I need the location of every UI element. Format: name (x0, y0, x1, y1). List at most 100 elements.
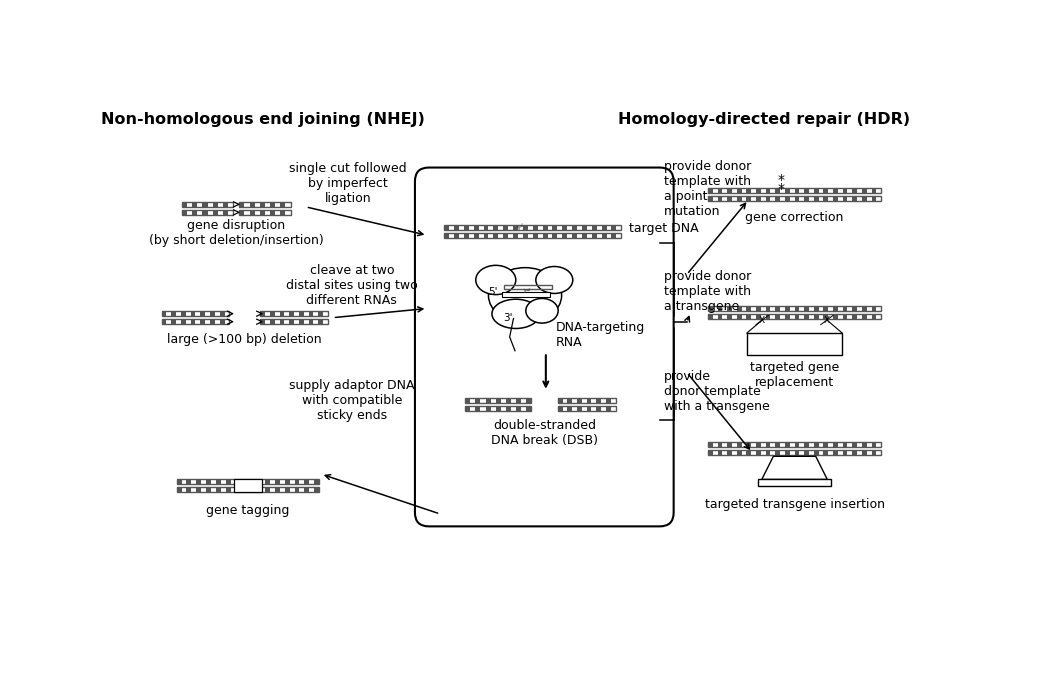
Bar (761, 450, 766, 455)
Bar (201, 479, 207, 484)
Bar (236, 487, 241, 492)
Ellipse shape (526, 298, 558, 323)
Bar (567, 233, 572, 238)
Bar (876, 314, 881, 319)
Bar (819, 450, 823, 455)
Bar (809, 306, 814, 311)
Bar (799, 443, 804, 447)
Text: 3': 3' (503, 313, 513, 324)
Bar (781, 188, 785, 193)
Bar (737, 450, 741, 455)
Bar (181, 311, 186, 316)
Bar (495, 406, 500, 412)
Bar (270, 202, 275, 207)
Bar (473, 233, 479, 238)
Bar (538, 233, 543, 238)
Bar (770, 196, 775, 201)
Bar (166, 319, 171, 324)
Bar (746, 196, 752, 201)
Bar (285, 202, 291, 207)
Bar (852, 306, 857, 311)
Bar (732, 450, 737, 455)
Bar (717, 196, 722, 201)
Bar (577, 398, 582, 403)
Bar (785, 188, 790, 193)
Bar (182, 479, 187, 484)
Bar (290, 311, 294, 316)
Bar (732, 306, 737, 311)
Bar (187, 210, 192, 215)
Bar (260, 210, 265, 215)
Bar (838, 443, 843, 447)
Text: DNA-targeting
RNA: DNA-targeting RNA (555, 321, 645, 350)
Bar (284, 479, 290, 484)
Bar (766, 306, 770, 311)
Bar (230, 487, 236, 492)
Bar (823, 443, 828, 447)
Text: supply adaptor DNA
with compatible
sticky ends: supply adaptor DNA with compatible stick… (289, 380, 414, 422)
Bar (568, 398, 572, 403)
Bar (785, 450, 790, 455)
Bar (708, 314, 881, 319)
Bar (775, 306, 781, 311)
Bar (518, 225, 523, 230)
Bar (737, 196, 741, 201)
Bar (828, 443, 834, 447)
Bar (611, 233, 617, 238)
Text: *: * (777, 173, 784, 187)
Bar (741, 314, 746, 319)
Bar (775, 188, 781, 193)
Bar (814, 188, 819, 193)
Bar (722, 314, 728, 319)
Bar (464, 233, 469, 238)
Bar (516, 398, 521, 403)
Bar (470, 406, 475, 412)
Bar (586, 398, 592, 403)
Bar (526, 398, 530, 403)
Bar (176, 479, 319, 484)
Bar (261, 479, 265, 484)
Bar (284, 487, 290, 492)
Bar (775, 314, 781, 319)
Bar (602, 233, 606, 238)
Bar (195, 319, 200, 324)
Bar (819, 196, 823, 201)
Bar (506, 398, 511, 403)
Bar (473, 225, 479, 230)
Bar (752, 443, 756, 447)
Bar (872, 450, 876, 455)
Bar (722, 196, 728, 201)
Bar (449, 225, 454, 230)
Bar (557, 233, 563, 238)
Bar (210, 311, 215, 316)
Bar (713, 306, 717, 311)
Bar (857, 306, 862, 311)
Text: large (>100 bp) deletion: large (>100 bp) deletion (167, 332, 322, 345)
Bar (207, 479, 211, 484)
Bar (814, 443, 819, 447)
Bar (509, 225, 513, 230)
Bar (186, 319, 191, 324)
Bar (592, 406, 596, 412)
Bar (182, 487, 187, 492)
Bar (606, 233, 611, 238)
Bar (597, 225, 602, 230)
Bar (722, 443, 728, 447)
Bar (601, 398, 606, 403)
Bar (547, 233, 552, 238)
Bar (275, 311, 279, 316)
Bar (746, 306, 752, 311)
Text: *: * (777, 182, 784, 196)
Bar (823, 306, 828, 311)
Bar (746, 188, 752, 193)
Bar (557, 398, 616, 403)
Bar (265, 210, 270, 215)
Bar (766, 314, 770, 319)
Bar (261, 487, 265, 492)
Bar (586, 225, 592, 230)
Bar (834, 314, 838, 319)
Bar (491, 406, 495, 412)
Bar (804, 306, 809, 311)
Bar (610, 406, 616, 412)
Bar (182, 202, 187, 207)
